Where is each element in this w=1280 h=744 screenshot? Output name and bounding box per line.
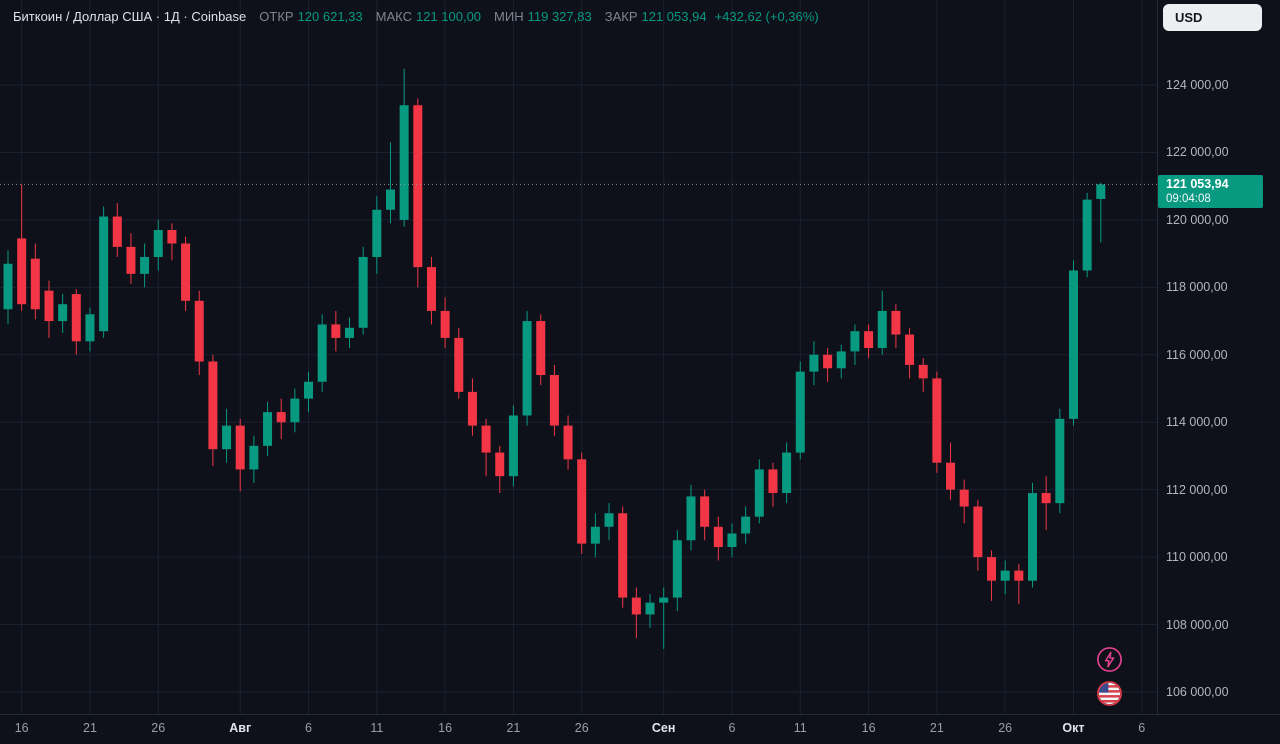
- time-axis-label: 6: [1138, 721, 1146, 735]
- time-axis-month-label: Сен: [651, 721, 676, 735]
- symbol-title[interactable]: Биткоин / Доллар США · 1Д · Coinbase: [13, 9, 247, 24]
- time-axis-label: 21: [83, 721, 97, 735]
- chart-legend: Биткоин / Доллар США · 1Д · Coinbase ОТК…: [13, 8, 819, 26]
- price-axis-label: 110 000,00: [1166, 550, 1228, 565]
- time-axis-label: 21: [506, 721, 521, 735]
- legend-close-value: 121 053,94: [641, 9, 707, 24]
- price-axis-label: 124 000,00: [1166, 78, 1229, 92]
- last-price-badge[interactable]: 121 053,94 09:04:08: [1158, 175, 1263, 209]
- time-axis-month-label: Авг: [229, 721, 252, 735]
- lightning-event-icon[interactable]: [1096, 646, 1123, 673]
- currency-toggle-button[interactable]: USD: [1163, 4, 1262, 31]
- legend-high-value: 121 100,00: [415, 9, 482, 24]
- grid-lines: [0, 0, 1157, 714]
- time-axis-month-label: Окт: [1062, 721, 1085, 735]
- chart-event-icons: [1096, 646, 1124, 714]
- last-price-value: 121 053,94: [1166, 177, 1229, 192]
- time-axis-label: 11: [793, 721, 807, 735]
- time-axis-label: 21: [929, 721, 944, 735]
- legend-high-label: МАКС: [375, 9, 412, 24]
- time-axis-label: 26: [151, 721, 166, 735]
- legend-close-label: ЗАКР: [604, 9, 638, 24]
- time-axis-label: 26: [574, 721, 589, 735]
- legend-open-value: 120 621,33: [297, 9, 363, 24]
- price-axis-label: 120 000,00: [1166, 212, 1229, 227]
- price-change: +432,62 (+0,36%): [714, 9, 819, 24]
- price-axis-label: 106 000,00: [1166, 685, 1229, 699]
- us-flag-event-icon[interactable]: [1096, 680, 1123, 707]
- price-axis[interactable]: 124 000,00 122 000,00 120 000,00 118 000,00…: [1158, 0, 1280, 714]
- ohlc-readout: ОТКР 120 621,33 МАКС 121 100,00 МИН 119 327,8…: [246, 8, 706, 26]
- bar-countdown: 09:04:08: [1166, 193, 1211, 206]
- time-axis-label: 11: [370, 721, 384, 735]
- time-axis-separator: [0, 714, 1280, 715]
- price-axis-label: 108 000,00: [1166, 617, 1229, 632]
- candles: [3, 68, 1106, 649]
- legend-open-label: ОТКР: [259, 9, 294, 24]
- price-axis-label: 122 000,00: [1166, 145, 1229, 160]
- time-axis-label: 26: [998, 721, 1013, 735]
- price-axis-label: 116 000,00: [1166, 347, 1228, 362]
- price-axis-label: 112 000,00: [1166, 482, 1228, 497]
- time-axis-label: 6: [305, 721, 312, 735]
- time-axis-label: 6: [728, 721, 736, 735]
- time-axis-label: 16: [861, 721, 876, 735]
- price-axis-separator: [1157, 0, 1158, 714]
- legend-low-label: МИН: [494, 9, 524, 24]
- time-axis-label: 16: [14, 721, 29, 735]
- price-axis-label: 114 000,00: [1166, 415, 1228, 430]
- time-axis-label: 16: [438, 721, 453, 735]
- legend-low-value: 119 327,83: [527, 9, 592, 24]
- price-axis-label: 118 000,00: [1166, 280, 1228, 295]
- time-axis[interactable]: 16 21 26 Авг 6 11 16 21 26 Сен 6 11 16 21 26 Окт 6: [0, 714, 1280, 744]
